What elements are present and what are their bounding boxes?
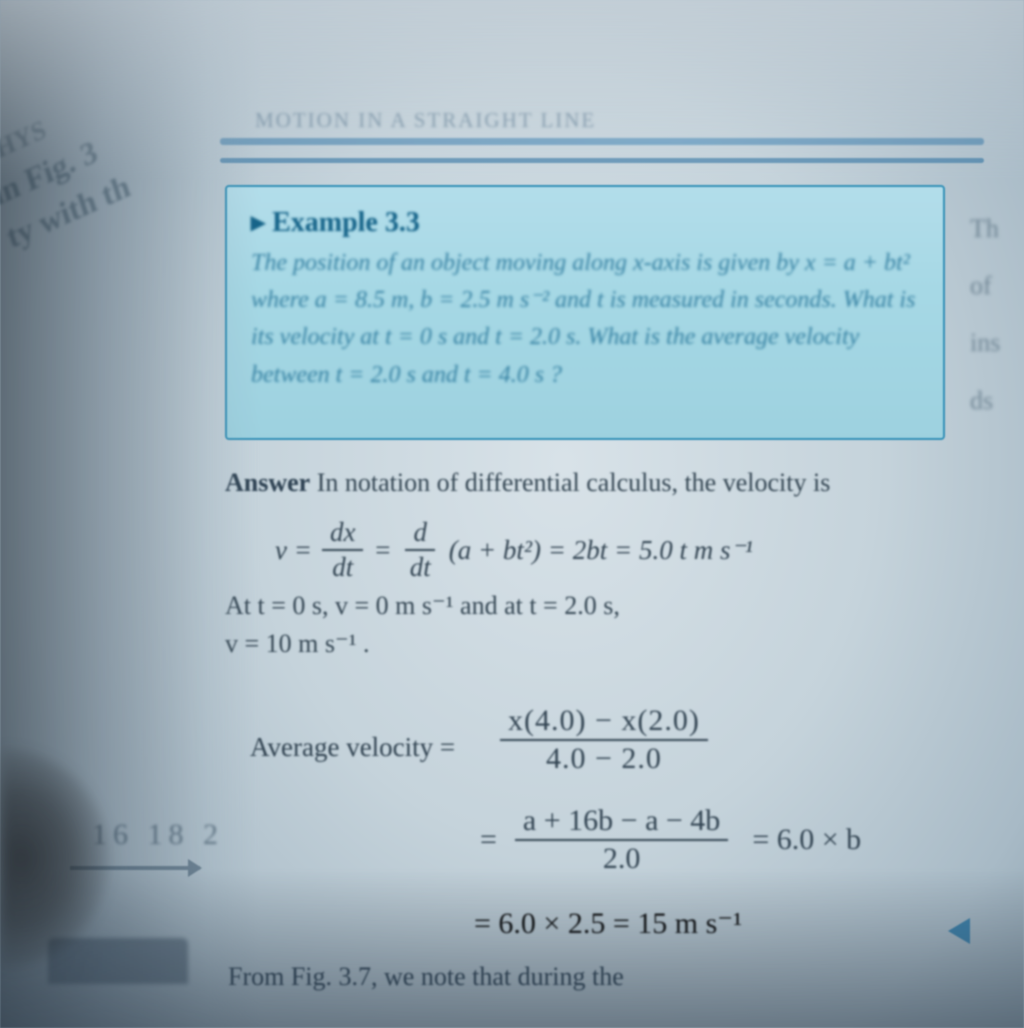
vel-lhs: v = [275, 535, 312, 566]
at-line-2: v = 10 m s⁻¹ . [225, 629, 965, 659]
vel-rest: (a + bt²) = 2bt = 5.0 t m s⁻¹ [449, 535, 753, 566]
avg-velocity-eq2: = a + 16b − a − 4b 2.0 = 6.0 × b [472, 806, 861, 874]
frac-dxdt-den: dt [324, 551, 361, 581]
margin-frag-0: Th [970, 200, 1012, 257]
average-velocity-label: Average velocity = [250, 732, 455, 763]
velocity-expression: v = dx dt = d dt (a + bt²) = 2bt = 5.0 t… [275, 519, 965, 581]
margin-frag-2: ins [970, 314, 1012, 371]
avg1-den: 4.0 − 2.0 [538, 741, 670, 774]
avg2-num: a + 16b − a − 4b [515, 806, 728, 841]
avg-velocity-eq3: = 6.0 × 2.5 = 15 m s⁻¹ [474, 906, 742, 941]
answer-block: Answer In notation of differential calcu… [225, 465, 965, 659]
gutter-numbers: 16 18 2 [92, 818, 224, 852]
end-marker-triangle-icon [948, 918, 970, 944]
answer-lead: Answer In notation of differential calcu… [225, 465, 965, 501]
right-margin-fragments: Th of ins ds [970, 200, 1012, 429]
prev-frag-2: ty with th [1, 163, 136, 259]
avg2-rhs: = 6.0 × b [752, 823, 861, 857]
frac-ddt: d dt [402, 519, 439, 581]
answer-label: Answer [225, 468, 310, 497]
example-box: Example 3.3 The position of an object mo… [225, 185, 945, 440]
eq-sign-2: = [472, 823, 505, 857]
prev-frag-0: PHYS [0, 86, 108, 174]
previous-page-edge: PHYS in Fig. 3 ty with th [0, 86, 136, 260]
thumb-shadow [0, 748, 110, 968]
frac-dxdt: dx dt [322, 519, 363, 581]
frac-dxdt-num: dx [322, 519, 363, 551]
page-curvature-shadow [0, 0, 260, 1028]
example-body: The position of an object moving along x… [251, 245, 919, 394]
margin-frag-3: ds [970, 372, 1012, 429]
gutter-stub [48, 938, 188, 984]
avg2-den: 2.0 [595, 841, 649, 874]
gutter-arrow-icon [70, 866, 200, 870]
frac-ddt-den: dt [402, 551, 439, 581]
frac-ddt-num: d [405, 519, 435, 551]
header-rule-bottom [220, 158, 984, 163]
avg-frac-1: x(4.0) − x(2.0) 4.0 − 2.0 [500, 706, 708, 774]
example-label: Example 3.3 [251, 207, 420, 238]
example-title: Example 3.3 [251, 205, 919, 239]
at-line-1: At t = 0 s, v = 0 m s⁻¹ and at t = 2.0 s… [225, 591, 965, 621]
avg-velocity-eq1: x(4.0) − x(2.0) 4.0 − 2.0 [500, 706, 708, 774]
running-header: MOTION IN A STRAIGHT LINE [255, 108, 596, 133]
avg1-num: x(4.0) − x(2.0) [500, 706, 708, 741]
footer-continuation: From Fig. 3.7, we note that during the [228, 962, 624, 992]
answer-lead-text: In notation of differential calculus, th… [317, 468, 831, 497]
margin-frag-1: of [970, 257, 1012, 314]
avg-frac-2: a + 16b − a − 4b 2.0 [515, 806, 728, 874]
header-rule-top [220, 138, 984, 145]
vel-eq1: = [373, 535, 391, 566]
top-glare [0, 0, 1024, 180]
prev-frag-1: in Fig. 3 [0, 121, 122, 217]
